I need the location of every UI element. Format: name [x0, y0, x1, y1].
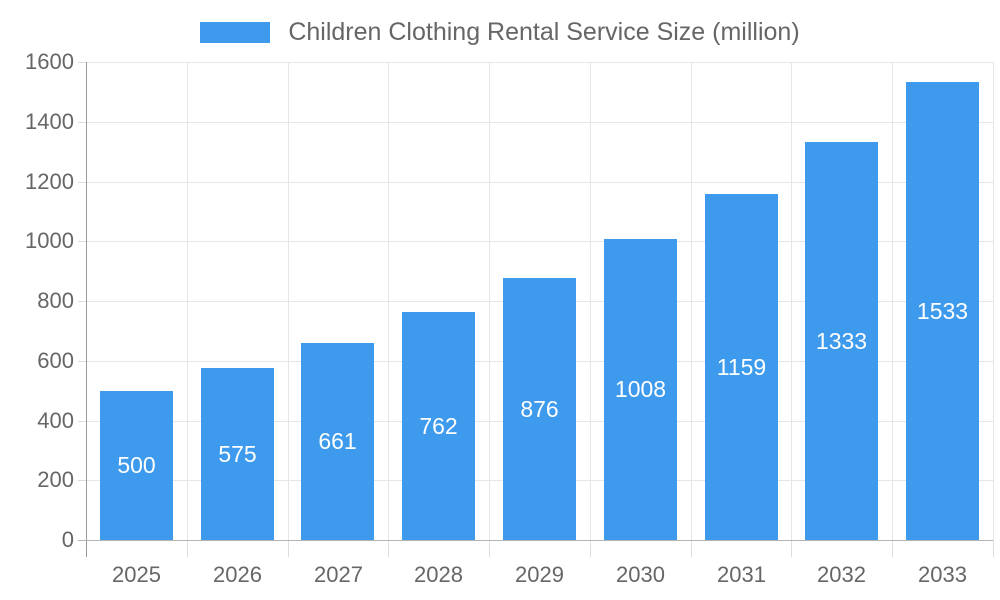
x-tick-label: 2032 [817, 562, 866, 587]
y-axis-tick [78, 241, 86, 242]
x-tick-label: 2025 [112, 562, 161, 587]
y-axis-tick [78, 182, 86, 183]
bar[interactable]: 661 [301, 343, 374, 540]
bar[interactable]: 1008 [604, 239, 677, 540]
y-axis-tick [78, 480, 86, 481]
x-tick-label: 2031 [717, 562, 766, 587]
bar-value-label: 1008 [614, 376, 667, 402]
grid-line-vertical [691, 62, 692, 540]
x-axis-tick [388, 540, 389, 557]
bar-value-label: 1333 [815, 327, 868, 354]
y-axis-line [86, 62, 87, 540]
y-axis-tick [78, 361, 86, 362]
x-axis-tick [993, 540, 994, 557]
bar-value-label: 500 [117, 452, 156, 478]
bar[interactable]: 1533 [906, 82, 979, 540]
bar[interactable]: 500 [100, 391, 173, 540]
y-tick-label: 400 [37, 408, 74, 433]
bar-value-label: 1533 [916, 297, 969, 324]
grid-line-vertical [993, 62, 994, 540]
bar-value-label: 762 [419, 412, 458, 439]
x-axis-tick [590, 540, 591, 557]
grid-line-vertical [187, 62, 188, 540]
chart-legend[interactable]: Children Clothing Rental Service Size (m… [0, 14, 1000, 50]
y-tick-label: 200 [37, 467, 74, 492]
bar-value-label: 876 [520, 395, 559, 422]
y-axis-tick [78, 62, 86, 63]
bar-value-label: 575 [218, 440, 257, 467]
y-tick-label: 800 [37, 288, 74, 313]
x-axis-tick [86, 540, 87, 557]
legend-label: Children Clothing Rental Service Size (m… [288, 17, 800, 46]
legend-swatch [200, 21, 271, 43]
grid-line-vertical [791, 62, 792, 540]
y-tick-label: 1400 [25, 109, 74, 134]
bar-value-label: 1159 [716, 353, 767, 380]
grid-line-horizontal [86, 62, 993, 63]
x-axis-line [78, 540, 993, 541]
bar[interactable]: 575 [201, 368, 274, 540]
x-axis-tick [489, 540, 490, 557]
grid-line-vertical [892, 62, 893, 540]
bar[interactable]: 1159 [705, 194, 778, 540]
grid-line-horizontal [86, 122, 993, 123]
x-tick-label: 2026 [213, 562, 262, 587]
y-axis-tick [78, 301, 86, 302]
y-tick-label: 600 [37, 348, 74, 373]
grid-line-horizontal [86, 241, 993, 242]
y-tick-label: 0 [61, 527, 74, 552]
grid-line-vertical [288, 62, 289, 540]
x-axis-tick [791, 540, 792, 557]
x-axis-tick [892, 540, 893, 557]
x-axis-tick [288, 540, 289, 557]
grid-line-horizontal [86, 182, 993, 183]
y-tick-label: 1200 [25, 169, 74, 194]
bar[interactable]: 876 [503, 278, 576, 540]
x-axis-tick [187, 540, 188, 557]
y-tick-label: 1000 [25, 228, 74, 253]
x-tick-label: 2027 [314, 562, 363, 587]
y-tick-label: 1600 [25, 49, 74, 74]
bar-value-label: 661 [318, 428, 357, 454]
x-axis-tick [691, 540, 692, 557]
x-tick-label: 2030 [616, 562, 665, 587]
x-tick-label: 2029 [515, 562, 564, 587]
bar[interactable]: 1333 [805, 142, 878, 540]
grid-line-vertical [489, 62, 490, 540]
grid-line-vertical [388, 62, 389, 540]
bar[interactable]: 762 [402, 312, 475, 540]
y-axis-tick [78, 122, 86, 123]
grid-line-vertical [590, 62, 591, 540]
y-axis-tick [78, 421, 86, 422]
x-tick-label: 2033 [918, 562, 967, 587]
x-tick-label: 2028 [414, 562, 463, 587]
